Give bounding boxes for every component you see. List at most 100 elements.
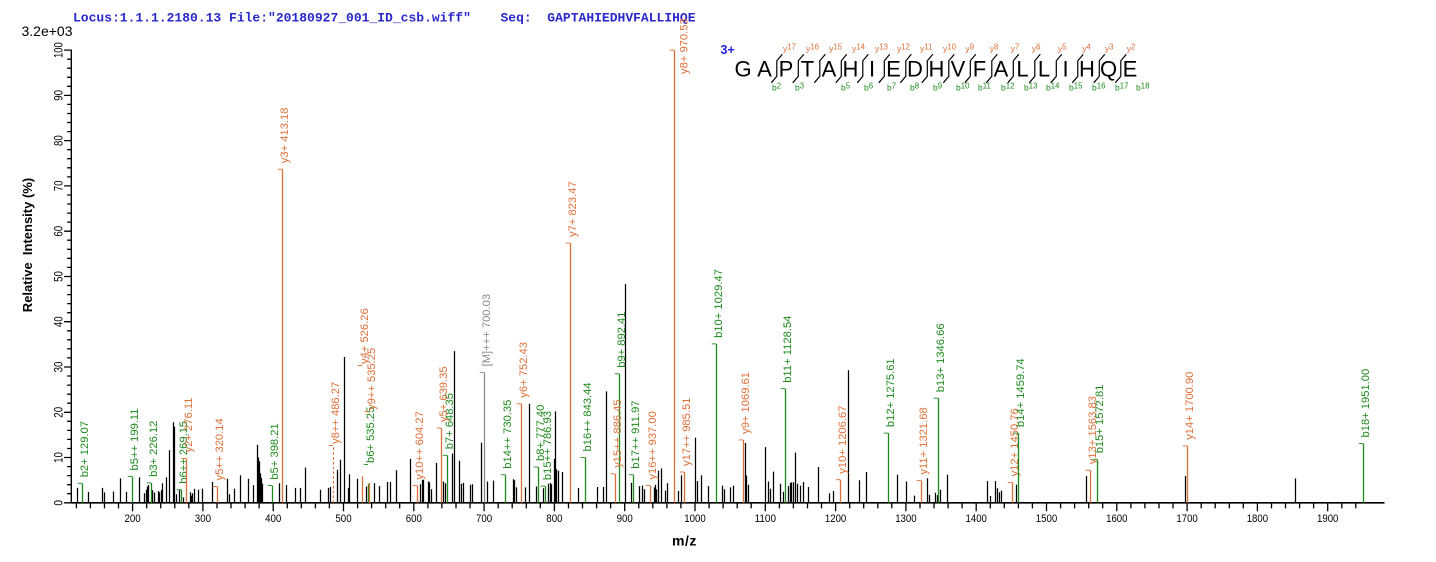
svg-text:y9: y9	[965, 43, 974, 54]
svg-text:T: T	[801, 57, 814, 82]
svg-text:y16++ 937.00: y16++ 937.00	[647, 411, 659, 479]
svg-text:b13+ 1346.66: b13+ 1346.66	[935, 323, 947, 392]
svg-text:L: L	[1016, 57, 1028, 82]
svg-text:b5: b5	[841, 82, 851, 93]
svg-text:y2: y2	[1127, 43, 1136, 54]
svg-text:1300: 1300	[895, 513, 916, 525]
svg-text:1000: 1000	[684, 513, 705, 525]
svg-text:y4+ 526.26: y4+ 526.26	[359, 308, 371, 364]
svg-text:y7: y7	[1011, 43, 1020, 54]
svg-text:b3+ 226.12: b3+ 226.12	[148, 421, 160, 477]
svg-text:A: A	[822, 57, 837, 82]
svg-text:V: V	[951, 57, 966, 82]
svg-text:1500: 1500	[1036, 513, 1057, 525]
svg-text:900: 900	[617, 513, 633, 525]
svg-text:90: 90	[51, 90, 65, 101]
svg-text:m/z: m/z	[672, 533, 697, 549]
svg-text:1800: 1800	[1247, 513, 1268, 525]
svg-text:y6+ 752.43: y6+ 752.43	[518, 342, 530, 398]
svg-text:b15: b15	[1069, 82, 1083, 93]
svg-text:y3+ 413.18: y3+ 413.18	[279, 108, 291, 164]
svg-text:y6: y6	[1032, 43, 1041, 54]
svg-text:b13: b13	[1024, 82, 1037, 93]
svg-text:H: H	[843, 57, 859, 82]
svg-text:100: 100	[51, 42, 65, 58]
svg-text:1900: 1900	[1317, 513, 1338, 525]
svg-text:10: 10	[51, 452, 65, 463]
svg-text:b14: b14	[1046, 82, 1060, 93]
svg-text:y9+ 1069.61: y9+ 1069.61	[740, 372, 752, 434]
svg-text:y10+ 1206.67: y10+ 1206.67	[837, 406, 849, 474]
svg-text:1600: 1600	[1106, 513, 1127, 525]
svg-text:600: 600	[406, 513, 422, 525]
svg-text:b15+ 1572.81: b15+ 1572.81	[1094, 385, 1106, 454]
svg-text:b9+ 892.41: b9+ 892.41	[616, 311, 628, 367]
svg-text:b18+ 1951.00: b18+ 1951.00	[1360, 369, 1372, 438]
svg-text:b6: b6	[864, 82, 873, 93]
svg-text:y9++ 535.25: y9++ 535.25	[366, 348, 378, 410]
svg-text:y8++ 486.27: y8++ 486.27	[330, 382, 342, 444]
svg-text:b10: b10	[956, 82, 970, 93]
svg-text:y5: y5	[1058, 43, 1067, 54]
svg-text:3.2e+03: 3.2e+03	[22, 23, 73, 39]
svg-text:b7+ 648.35: b7+ 648.35	[444, 393, 456, 449]
svg-text:1400: 1400	[966, 513, 987, 525]
svg-text:y10: y10	[943, 43, 957, 54]
svg-text:P: P	[779, 57, 794, 82]
svg-text:b18: b18	[1136, 82, 1149, 93]
svg-text:y17++ 985.51: y17++ 985.51	[681, 398, 693, 466]
svg-text:200: 200	[125, 513, 141, 525]
svg-text:H: H	[1079, 57, 1095, 82]
svg-text:G: G	[734, 57, 751, 82]
svg-text:y14+ 1700.90: y14+ 1700.90	[1184, 372, 1196, 440]
svg-text:0: 0	[51, 500, 65, 506]
svg-text:b2: b2	[772, 82, 781, 93]
svg-text:A: A	[994, 57, 1009, 82]
svg-text:y14: y14	[852, 43, 866, 54]
svg-text:y13+ 1563.83: y13+ 1563.83	[1087, 396, 1099, 464]
svg-text:b14++ 730.35: b14++ 730.35	[502, 400, 514, 469]
svg-text:b2+ 129.07: b2+ 129.07	[79, 421, 91, 477]
svg-text:1200: 1200	[825, 513, 846, 525]
svg-text:y8+ 970.53: y8+ 970.53	[679, 18, 691, 74]
svg-text:D: D	[907, 57, 923, 82]
svg-text:y13: y13	[875, 43, 888, 54]
svg-text:y2+ 276.11: y2+ 276.11	[183, 398, 195, 453]
svg-text:700: 700	[476, 513, 492, 525]
svg-text:500: 500	[335, 513, 351, 525]
svg-text:400: 400	[265, 513, 281, 525]
svg-text:b11: b11	[978, 82, 991, 93]
svg-text:I: I	[869, 57, 875, 82]
svg-text:50: 50	[51, 271, 65, 282]
svg-text:300: 300	[195, 513, 211, 525]
svg-text:3+: 3+	[721, 43, 735, 57]
svg-text:H: H	[929, 57, 945, 82]
svg-text:E: E	[1123, 57, 1138, 82]
svg-text:b15++ 786.93: b15++ 786.93	[542, 411, 554, 480]
svg-text:20: 20	[51, 407, 65, 418]
svg-text:Q: Q	[1100, 57, 1117, 82]
svg-text:y5+ 639.35: y5+ 639.35	[438, 366, 450, 422]
svg-text:b16++ 843.44: b16++ 843.44	[582, 382, 594, 451]
svg-text:b12: b12	[1001, 82, 1014, 93]
svg-text:b8+ 777.40: b8+ 777.40	[535, 405, 547, 461]
svg-text:80: 80	[51, 135, 65, 146]
svg-text:40: 40	[51, 316, 65, 327]
svg-text:y16: y16	[806, 43, 819, 54]
svg-text:Locus:1.1.1.2180.13 File:"2018: Locus:1.1.1.2180.13 File:"20180927_001_I…	[73, 11, 471, 26]
svg-text:y7+ 823.47: y7+ 823.47	[567, 181, 579, 237]
svg-text:[M]+++ 700.03: [M]+++ 700.03	[481, 294, 493, 366]
svg-text:1700: 1700	[1176, 513, 1197, 525]
svg-text:y3: y3	[1105, 43, 1114, 54]
svg-text:800: 800	[546, 513, 562, 525]
svg-text:b17++ 911.97: b17++ 911.97	[630, 400, 642, 468]
svg-text:y10++ 604.27: y10++ 604.27	[414, 411, 426, 479]
svg-text:b10+ 1029.47: b10+ 1029.47	[713, 269, 725, 338]
svg-text:b14+ 1459.74: b14+ 1459.74	[1015, 358, 1027, 427]
svg-text:L: L	[1038, 57, 1050, 82]
svg-text:b11+ 1128.54: b11+ 1128.54	[782, 316, 794, 383]
svg-text:F: F	[973, 57, 986, 82]
svg-text:b5++ 199.11: b5++ 199.11	[129, 408, 141, 470]
svg-text:y11+ 1321.68: y11+ 1321.68	[918, 407, 930, 474]
svg-text:Relative Intensity (%): Relative Intensity (%)	[20, 178, 35, 312]
